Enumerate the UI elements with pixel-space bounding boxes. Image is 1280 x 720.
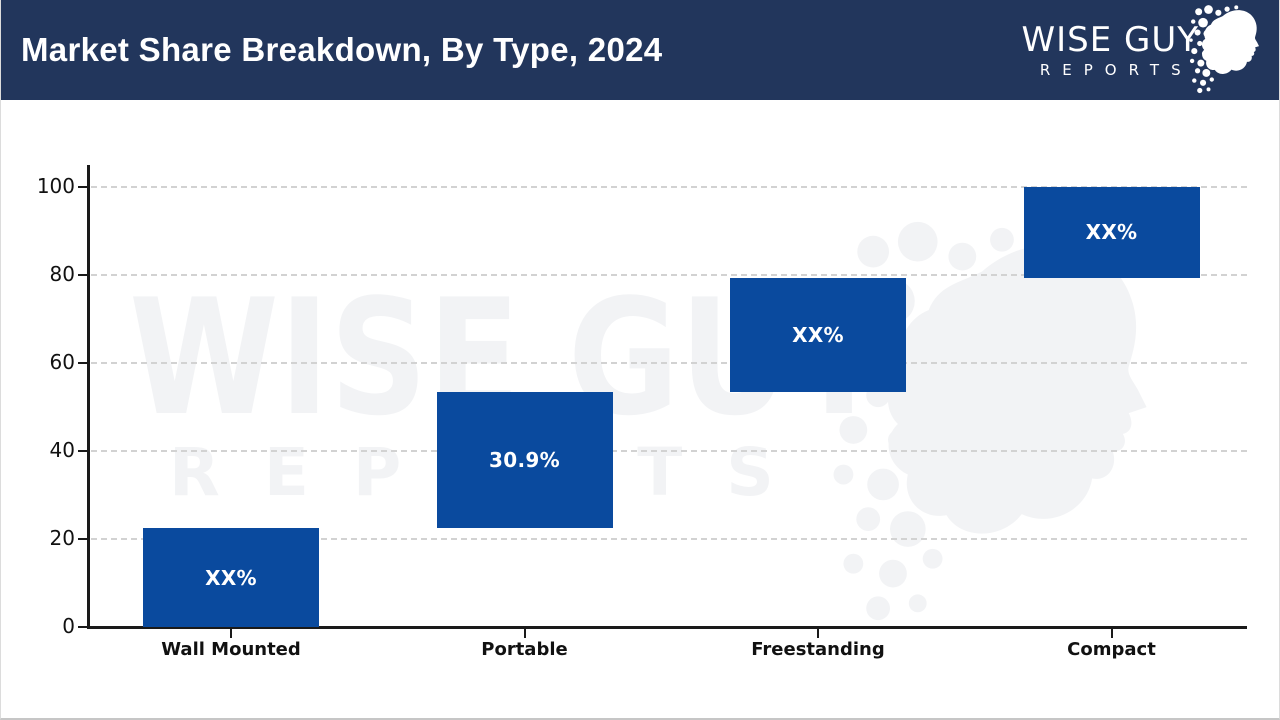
y-tick-mark bbox=[78, 538, 87, 540]
header-bar: Market Share Breakdown, By Type, 2024 WI… bbox=[1, 0, 1279, 100]
bar-value-label: 30.9% bbox=[489, 448, 560, 473]
gridline-40 bbox=[91, 450, 1247, 452]
logo-wordmark: WISE GUY bbox=[1021, 19, 1199, 60]
x-tick-label: Portable bbox=[481, 639, 568, 660]
gridline-60 bbox=[91, 362, 1247, 364]
y-tick-label: 100 bbox=[36, 174, 75, 198]
y-tick-mark bbox=[78, 450, 87, 452]
x-tick-mark bbox=[1110, 629, 1113, 638]
y-tick-label: 80 bbox=[49, 262, 75, 286]
logo-text: WISE GUY REPORTS bbox=[1021, 23, 1199, 78]
y-tick-label: 40 bbox=[49, 438, 75, 462]
y-tick-mark bbox=[78, 362, 87, 364]
y-axis-line bbox=[87, 165, 90, 629]
gridline-100 bbox=[91, 186, 1247, 188]
wise-guy-reports-logo: WISE GUY REPORTS bbox=[1021, 3, 1267, 97]
y-tick-mark bbox=[78, 186, 87, 188]
bar-value-label: XX% bbox=[1085, 220, 1138, 245]
gridline-80 bbox=[91, 274, 1247, 276]
bar-value-label: XX% bbox=[792, 323, 844, 348]
x-axis-line bbox=[87, 626, 1247, 629]
y-tick-label: 20 bbox=[49, 526, 75, 550]
y-tick-label: 60 bbox=[49, 350, 75, 374]
gridline-20 bbox=[91, 538, 1247, 540]
page-title: Market Share Breakdown, By Type, 2024 bbox=[21, 31, 663, 68]
x-tick-mark bbox=[817, 629, 819, 638]
bar-compact: XX% bbox=[1023, 187, 1200, 278]
y-tick-label: 0 bbox=[62, 614, 75, 638]
x-tick-mark bbox=[523, 629, 526, 638]
bar-wall-mounted: XX% bbox=[143, 528, 319, 627]
x-tick-mark bbox=[230, 629, 232, 638]
y-tick-mark bbox=[78, 626, 87, 628]
x-tick-label: Compact bbox=[1067, 639, 1156, 660]
x-tick-label: Wall Mounted bbox=[161, 639, 301, 660]
y-tick-mark bbox=[78, 274, 87, 276]
bar-portable: 30.9% bbox=[436, 392, 613, 529]
bar-freestanding: XX% bbox=[730, 277, 906, 393]
logo-subtitle: REPORTS bbox=[1039, 60, 1193, 79]
x-tick-label: Freestanding bbox=[751, 639, 885, 660]
bar-value-label: XX% bbox=[205, 565, 257, 590]
